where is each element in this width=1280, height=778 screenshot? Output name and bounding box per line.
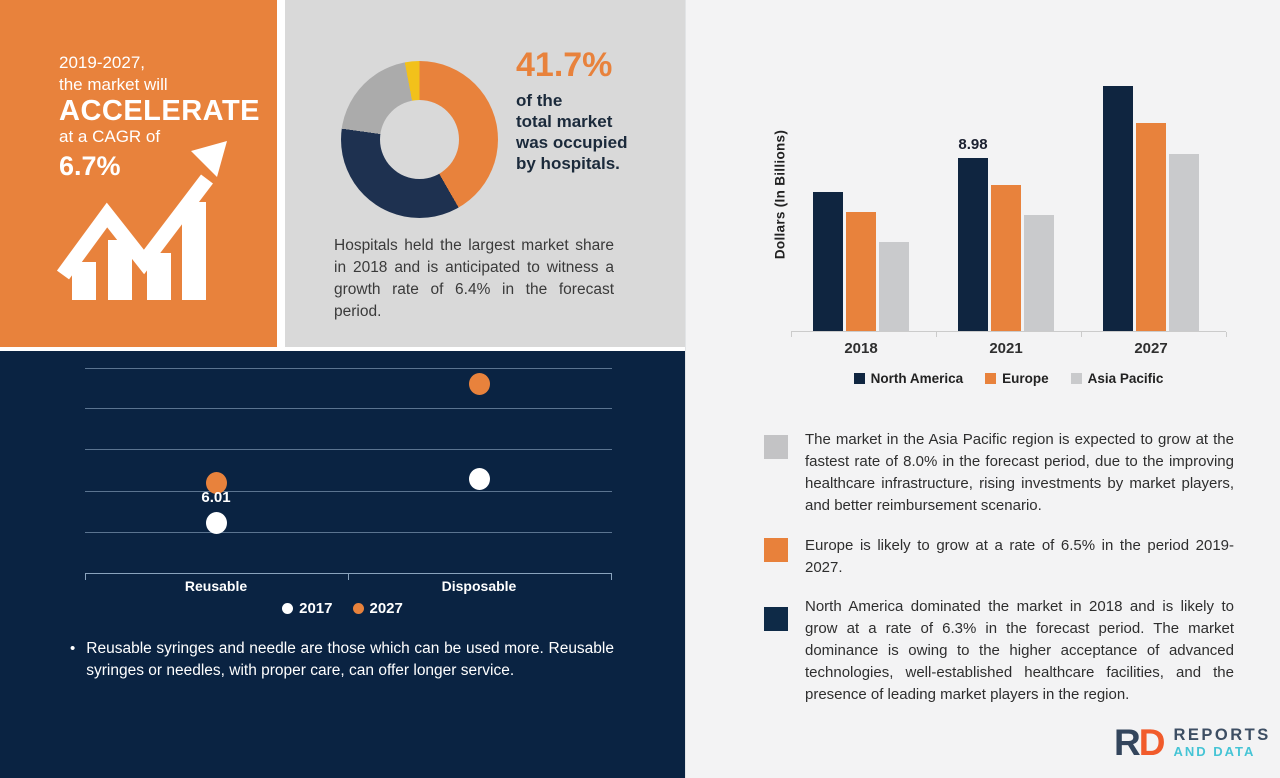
scatter-axis xyxy=(85,573,612,574)
north-america-bullet-square xyxy=(764,607,788,631)
baseline-tick xyxy=(936,332,937,337)
scatter-legend-item: 2027 xyxy=(352,599,403,617)
scatter-dot xyxy=(206,512,227,535)
cagr-panel: 2019-2027, the market will ACCELERATE at… xyxy=(0,0,277,347)
bar xyxy=(846,212,876,331)
gridline xyxy=(85,449,612,450)
cagr-value: 6.7% xyxy=(59,151,121,181)
legend-dot-swatch xyxy=(282,602,294,614)
gridline xyxy=(85,408,612,409)
gridline xyxy=(85,491,612,492)
legend-square-swatch xyxy=(1070,373,1082,384)
scatter-dot xyxy=(469,373,490,396)
bar-chart-y-axis-label: Dollars (In Billions) xyxy=(772,129,788,260)
hospital-stat-caption: of the total market was occupied by hosp… xyxy=(516,91,628,173)
north-america-bullet-text: North America dominated the market in 20… xyxy=(805,598,1234,703)
reports-and-data-logo: R D REPORTS AND DATA xyxy=(1114,722,1271,763)
scatter-legend-label: 2027 xyxy=(369,599,403,617)
bar xyxy=(1103,86,1133,331)
bar xyxy=(1169,154,1199,331)
europe-bullet-square xyxy=(764,538,788,562)
bar-x-label: 2018 xyxy=(844,340,878,357)
bar-legend-item: Europe xyxy=(985,371,1049,386)
regional-section: Dollars (In Billions) 8.98 2018 2021 2027 … xyxy=(685,0,1280,778)
baseline-tick xyxy=(1081,332,1082,337)
bar-x-label: 2021 xyxy=(989,340,1023,357)
hospital-stat-block: 41.7% of the total market was occupied b… xyxy=(516,47,676,174)
product-type-scatter-chart: Reusable Disposable 6.01 xyxy=(85,363,612,594)
bar xyxy=(958,158,988,331)
bar-legend-label: Asia Pacific xyxy=(1087,371,1164,386)
bullet-marker: • xyxy=(70,640,76,657)
bar-chart-legend: North America Europe Asia Pacific xyxy=(791,371,1226,386)
bar-legend-item: North America xyxy=(853,371,964,386)
bar xyxy=(991,185,1021,331)
bar xyxy=(813,192,843,331)
europe-bullet-text: Europe is likely to grow at a rate of 6.… xyxy=(805,537,1234,576)
cagr-text-block: 2019-2027, the market will ACCELERATE at… xyxy=(59,52,260,181)
axis-tick xyxy=(348,574,349,580)
scatter-legend-item: 2017 xyxy=(282,599,333,617)
bar xyxy=(879,242,909,331)
logo-monogram-r: R xyxy=(1114,722,1141,763)
bar-x-label: 2027 xyxy=(1134,340,1168,357)
bar xyxy=(1136,123,1166,331)
baseline-tick xyxy=(791,332,792,337)
hospital-stat-value: 41.7% xyxy=(516,46,613,84)
cagr-line2: the market will xyxy=(59,75,168,94)
product-type-panel: Reusable Disposable 6.01 2017 2027 • Reusab… xyxy=(0,351,685,778)
legend-square-swatch xyxy=(985,373,997,384)
category-label: Disposable xyxy=(441,578,517,594)
cagr-emphasis: ACCELERATE xyxy=(59,95,261,127)
logo-wordmark: REPORTS AND DATA xyxy=(1173,726,1271,760)
asia-pacific-bullet-square xyxy=(764,435,788,459)
hospital-paragraph: Hospitals held the largest market share … xyxy=(334,237,614,320)
logo-monogram-d: D xyxy=(1138,722,1166,763)
gridline xyxy=(85,532,612,533)
hospital-share-donut-chart xyxy=(341,61,498,218)
gridline xyxy=(85,368,612,369)
scatter-dot xyxy=(469,467,490,490)
bar-legend-label: North America xyxy=(870,371,964,386)
reusable-bullet: • Reusable syringes and needle are those… xyxy=(70,638,614,682)
scatter-dot xyxy=(206,471,227,494)
baseline-tick xyxy=(1226,332,1227,337)
scatter-legend-label: 2017 xyxy=(299,599,333,617)
asia-pacific-bullet-text: The market in the Asia Pacific region is… xyxy=(805,431,1234,514)
growth-chart-icon xyxy=(56,141,227,300)
scatter-data-label: 6.01 xyxy=(201,489,231,507)
cagr-period: 2019-2027, xyxy=(59,53,146,72)
bar-legend-item: Asia Pacific xyxy=(1070,371,1164,386)
regional-bar-chart: 8.98 xyxy=(791,72,1227,337)
category-label: Reusable xyxy=(184,578,248,594)
bar-value-label: 8.98 xyxy=(958,136,988,153)
scatter-legend: 2017 2027 xyxy=(0,598,685,618)
reusable-bullet-text: Reusable syringes and needle are those w… xyxy=(86,640,614,679)
bar xyxy=(1024,215,1054,331)
hospital-share-panel: 41.7% of the total market was occupied b… xyxy=(285,0,685,347)
axis-tick xyxy=(611,574,612,580)
cagr-line4: at a CAGR of xyxy=(59,127,161,146)
bar-legend-label: Europe xyxy=(1002,371,1049,386)
legend-dot-swatch xyxy=(352,602,364,614)
legend-square-swatch xyxy=(853,373,865,384)
donut-hole xyxy=(380,100,459,179)
axis-tick xyxy=(85,574,86,580)
